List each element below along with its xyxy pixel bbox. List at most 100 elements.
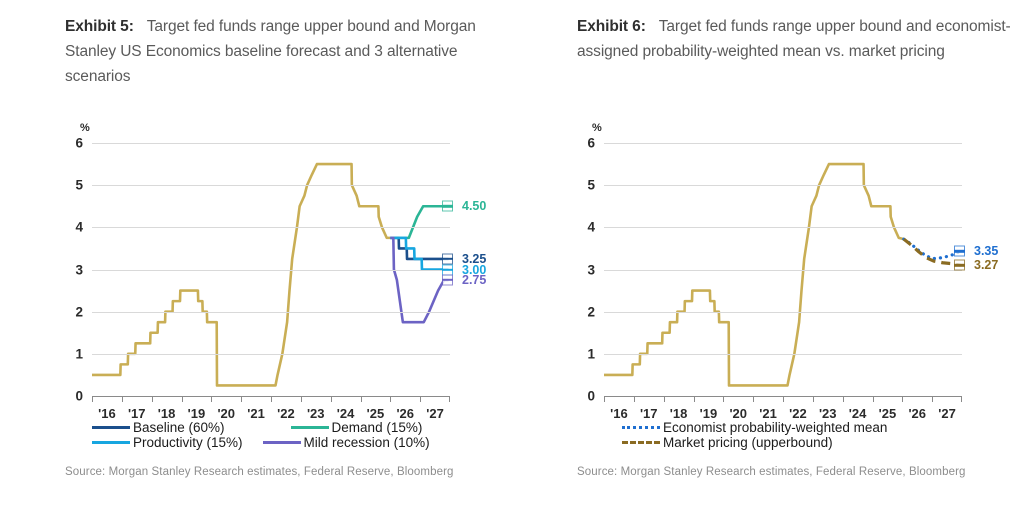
legend-row: Economist probability-weighted mean bbox=[512, 420, 1024, 435]
y-axis-unit: % bbox=[592, 122, 602, 134]
endpoint-marker-bar-demand bbox=[442, 205, 453, 208]
x-axis-tick-label: '23 bbox=[306, 406, 325, 421]
legend-swatch-mild-recession bbox=[262, 441, 301, 444]
exhibit-6-label: Exhibit 6: bbox=[577, 18, 646, 35]
legend-label: Mild recession (10%) bbox=[303, 435, 430, 450]
x-axis-tick bbox=[420, 396, 422, 402]
y-axis-tick-label: 0 bbox=[75, 388, 83, 404]
endpoint-value-demand: 4.50 bbox=[462, 199, 487, 214]
gridline bbox=[92, 143, 450, 144]
series-line bbox=[390, 236, 449, 324]
endpoint-value-baseline: 3.25 bbox=[462, 251, 487, 266]
x-axis-tick-label: '24 bbox=[336, 406, 355, 421]
x-axis-tick-label: '18 bbox=[157, 406, 176, 421]
x-axis-tick bbox=[360, 396, 362, 402]
legend-item-demand[interactable]: Demand (15%) bbox=[290, 420, 423, 435]
endpoint-value-productivity: 3.00 bbox=[462, 262, 487, 277]
x-axis-tick-label: '19 bbox=[187, 406, 206, 421]
series-line bbox=[604, 162, 905, 387]
exhibit-5-legend: Baseline (60%) Demand (15%) Productivity (… bbox=[0, 420, 512, 450]
y-axis-tick-label: 3 bbox=[587, 262, 595, 277]
y-axis-tick-label: 1 bbox=[587, 346, 595, 362]
x-axis-tick-label: '25 bbox=[366, 406, 385, 421]
exhibit-5-title: Exhibit 5: Target fed funds range upper b… bbox=[65, 14, 505, 89]
legend-row: Baseline (60%) Demand (15%) bbox=[0, 420, 512, 435]
series-canvas bbox=[604, 162, 963, 387]
exhibit-5-label: Exhibit 5: bbox=[65, 18, 134, 35]
x-axis-tick-label: '20 bbox=[217, 406, 236, 421]
x-axis-tick bbox=[211, 396, 213, 402]
legend-item-market-pricing[interactable]: Market pricing (upperbound) bbox=[622, 435, 833, 450]
x-axis-tick bbox=[932, 396, 934, 402]
legend-item-mild-recession[interactable]: Mild recession (10%) bbox=[262, 435, 430, 450]
x-axis-tick bbox=[121, 396, 123, 402]
x-axis-tick bbox=[783, 396, 784, 402]
y-axis-tick-label: 2 bbox=[75, 304, 83, 320]
x-axis-tick-label: '16 bbox=[610, 406, 628, 421]
endpoint-value-market-pricing: 3.27 bbox=[974, 258, 999, 273]
x-axis-tick-label: '16 bbox=[98, 406, 116, 421]
x-axis-tick bbox=[151, 396, 153, 402]
legend-label: Market pricing (upperbound) bbox=[663, 435, 833, 450]
x-axis-tick-label: '21 bbox=[247, 406, 265, 421]
gridline bbox=[92, 311, 450, 313]
legend-item-productivity[interactable]: Productivity (15%) bbox=[92, 435, 243, 450]
series-line bbox=[390, 236, 449, 261]
x-axis-tick bbox=[872, 396, 874, 402]
gridline bbox=[604, 185, 962, 187]
x-axis-tick-label: '26 bbox=[908, 406, 927, 421]
exhibit-6-legend: Economist probability-weighted mean Marke… bbox=[512, 420, 1024, 450]
endpoint-value-economist-mean: 3.35 bbox=[974, 244, 999, 259]
legend-item-baseline[interactable]: Baseline (60%) bbox=[92, 420, 225, 435]
series-line bbox=[902, 237, 963, 261]
gridline bbox=[604, 269, 962, 271]
x-axis-tick bbox=[961, 396, 962, 402]
endpoint-marker-bar-productivity bbox=[442, 268, 453, 271]
gridline bbox=[604, 311, 962, 313]
y-axis-tick-label: 5 bbox=[587, 177, 595, 193]
series-line bbox=[390, 236, 449, 271]
x-axis-tick-label: '27 bbox=[938, 406, 956, 421]
x-axis-tick bbox=[330, 396, 332, 402]
y-axis-tick-label: 4 bbox=[587, 219, 595, 235]
x-axis-tick bbox=[390, 396, 392, 402]
exhibit-6-chart: % 0 1 2 3 4 5 6 '16 '17 '18 '19 '20 '21 '22 '23 '24 '25 '… bbox=[512, 112, 1024, 422]
gridline bbox=[604, 353, 962, 355]
exhibit-5-source: Source: Morgan Stanley Research estimate… bbox=[65, 466, 454, 478]
series-line bbox=[902, 237, 961, 267]
legend-item-economist-mean[interactable]: Economist probability-weighted mean bbox=[622, 420, 887, 435]
legend-label: Demand (15%) bbox=[331, 420, 423, 435]
x-axis-tick-label: '17 bbox=[639, 406, 658, 421]
x-axis-tick bbox=[181, 396, 183, 402]
legend-swatch-productivity bbox=[92, 441, 130, 444]
series-line bbox=[390, 204, 449, 240]
exhibit-5-title-text: Target fed funds range upper bound and M… bbox=[65, 18, 476, 85]
legend-swatch-market-pricing bbox=[622, 441, 660, 444]
series-canvas bbox=[92, 162, 449, 387]
endpoint-value-mild-recession: 2.75 bbox=[462, 273, 487, 288]
x-axis-tick bbox=[449, 396, 450, 402]
x-axis-tick bbox=[693, 396, 695, 402]
legend-label: Baseline (60%) bbox=[133, 420, 225, 435]
y-axis-tick-label: 1 bbox=[75, 346, 83, 362]
x-axis-tick bbox=[723, 396, 725, 402]
endpoint-marker-bar-mild-recession bbox=[442, 278, 453, 282]
x-axis-tick-label: '17 bbox=[127, 406, 146, 421]
x-axis-tick bbox=[902, 396, 904, 402]
gridline bbox=[92, 269, 450, 271]
x-axis-tick-label: '23 bbox=[818, 406, 837, 421]
exhibit-6-title: Exhibit 6: Target fed funds range upper b… bbox=[577, 14, 1017, 64]
legend-swatch-economist-mean bbox=[622, 426, 660, 429]
endpoint-marker-bar-market-pricing bbox=[954, 264, 965, 267]
gridline bbox=[92, 353, 450, 355]
y-axis-tick-label: 0 bbox=[587, 388, 595, 404]
exhibit-5-chart: % 0 1 2 3 4 5 6 '16 '17 '18 '19 '20 '21 '22 '23 '24 '25 '… bbox=[0, 112, 512, 421]
x-axis-tick-label: '19 bbox=[699, 406, 718, 421]
plot-area: 0 1 2 3 4 5 6 '16 '17 '18 '19 '20 '21 '22 '23 '24 '25 '26… bbox=[587, 136, 998, 422]
x-axis-tick bbox=[92, 396, 93, 402]
x-axis-tick bbox=[241, 396, 243, 402]
legend-row: Productivity (15%) Mild recession (10%) bbox=[0, 435, 512, 450]
y-axis-unit: % bbox=[80, 122, 90, 134]
x-axis-tick-label: '26 bbox=[396, 406, 415, 421]
x-axis-tick-label: '24 bbox=[848, 406, 867, 421]
